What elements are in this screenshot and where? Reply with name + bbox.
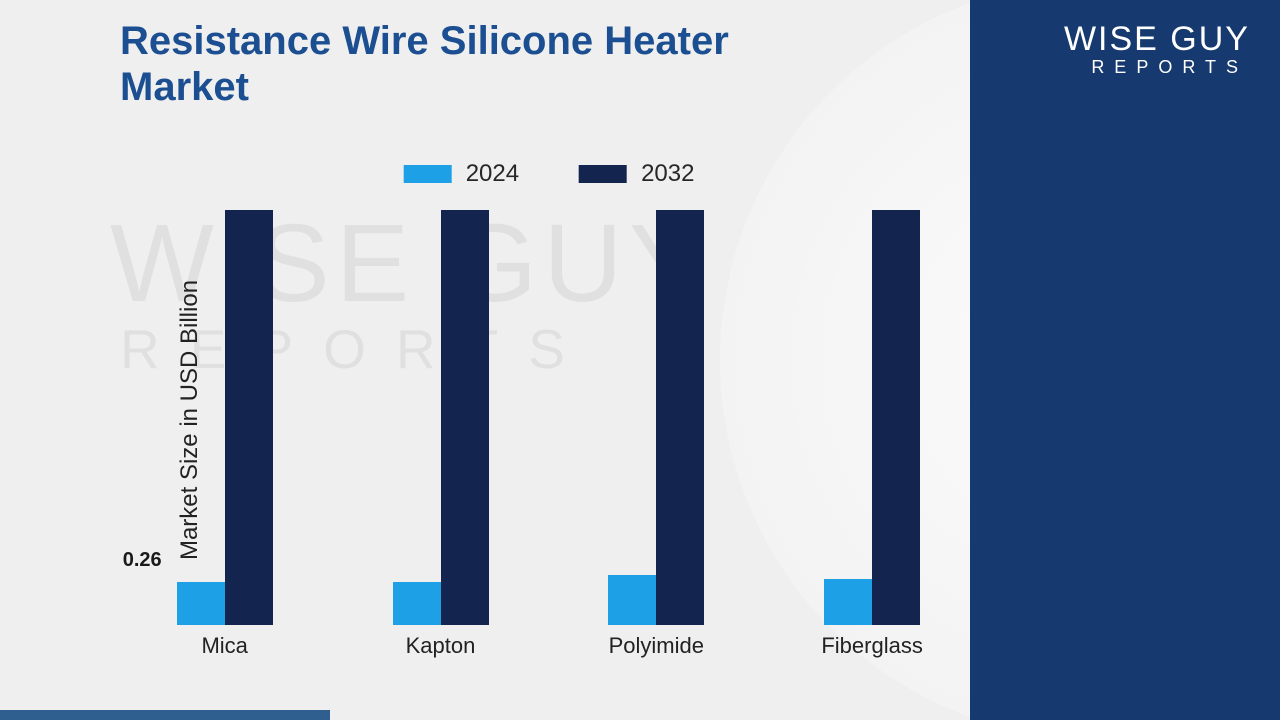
right-panel [970,0,1280,720]
brand-logo: WISE GUY REPORTS [1064,20,1250,78]
bar-2032 [656,210,704,625]
value-label: 0.26 [123,549,162,572]
legend-item-2032: 2032 [579,160,694,188]
legend-swatch-2024 [404,165,452,183]
category-label: Kapton [406,633,476,659]
category-label: Fiberglass [821,633,922,659]
bar-2032 [441,210,489,625]
chart-area: Market Size in USD Billion 2024 2032 Mic… [60,160,980,680]
bar-2024 [177,582,225,625]
bar-2024 [824,579,872,625]
chart-title: Resistance Wire Silicone Heater Market [120,18,820,110]
legend-label-2024: 2024 [466,160,519,188]
bar-2024 [393,582,441,625]
bar-2032 [225,210,273,625]
bar-2032 [872,210,920,625]
legend-item-2024: 2024 [404,160,519,188]
legend: 2024 2032 [404,160,695,188]
logo-line1: WISE GUY [1064,20,1250,59]
legend-label-2032: 2032 [641,160,694,188]
logo-line2: REPORTS [1064,57,1250,78]
bar-group: Fiberglass [824,210,920,625]
bar-group: Mica [177,210,273,625]
page-canvas: WISE GUY REPORTS Resistance Wire Silicon… [0,0,1280,720]
bar-2024 [608,575,656,625]
bar-group: Polyimide [608,210,704,625]
plot-region: MicaKaptonPolyimideFiberglass0.26 [150,210,980,625]
bar-group: Kapton [393,210,489,625]
category-label: Mica [201,633,247,659]
legend-swatch-2032 [579,165,627,183]
bottom-accent-bar [0,710,330,720]
plot-inner: MicaKaptonPolyimideFiberglass0.26 [150,210,980,625]
category-label: Polyimide [609,633,704,659]
